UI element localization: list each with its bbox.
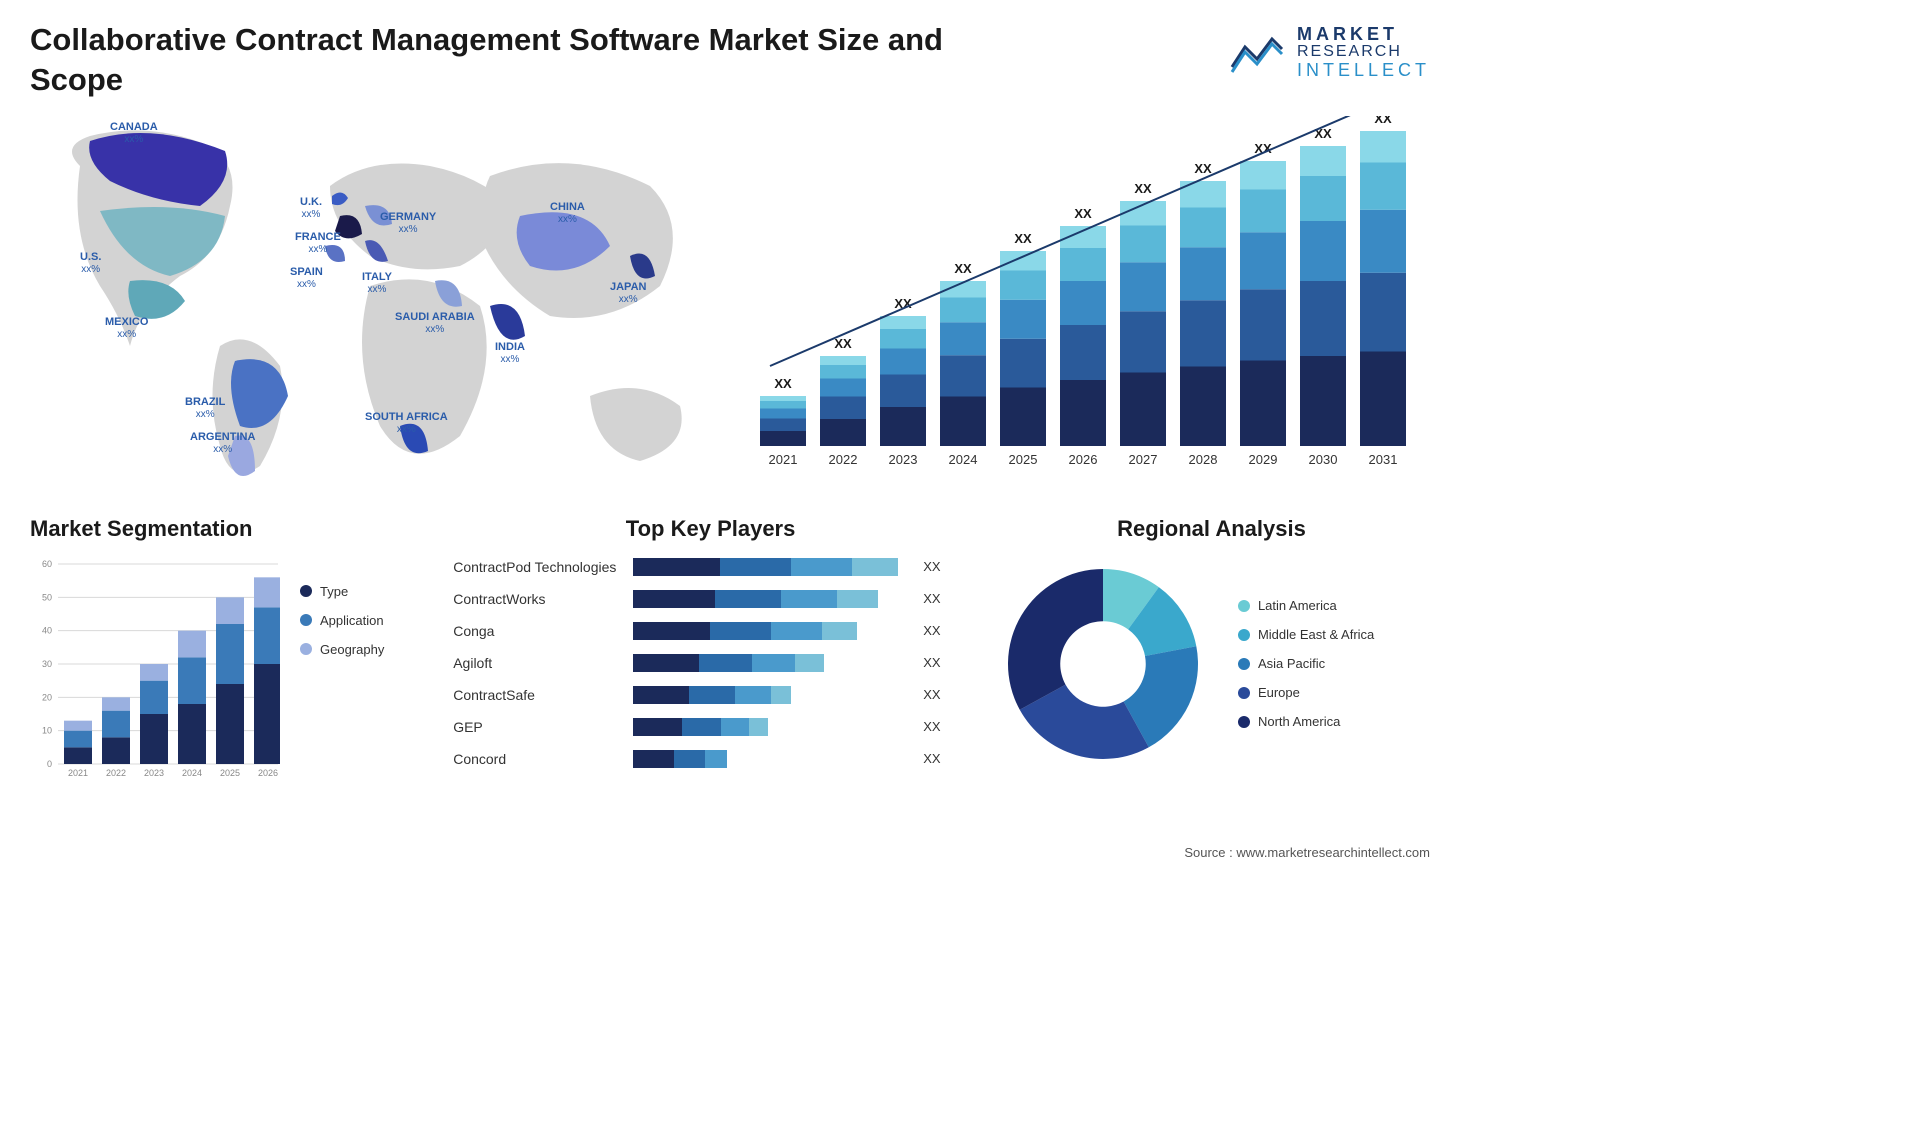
regional-title: Regional Analysis <box>993 516 1430 542</box>
svg-text:2026: 2026 <box>1069 452 1098 467</box>
logo-text-2: RESEARCH <box>1297 44 1430 61</box>
seg-legend-application: Application <box>300 613 384 628</box>
svg-text:0: 0 <box>47 759 52 769</box>
seg-legend-type: Type <box>300 584 384 599</box>
region-legend-north-america: North America <box>1238 714 1374 729</box>
svg-text:20: 20 <box>42 692 52 702</box>
map-label-india: INDIAxx% <box>495 341 525 365</box>
logo-text-1: MARKET <box>1297 25 1430 44</box>
map-label-saudi-arabia: SAUDI ARABIAxx% <box>395 311 475 335</box>
svg-text:40: 40 <box>42 625 52 635</box>
svg-text:XX: XX <box>1374 116 1392 126</box>
svg-text:60: 60 <box>42 559 52 569</box>
svg-text:2028: 2028 <box>1189 452 1218 467</box>
regional-section: Regional Analysis Latin America Middle Ea… <box>993 516 1430 784</box>
svg-text:XX: XX <box>1194 161 1212 176</box>
world-map: CANADAxx% U.S.xx% MEXICOxx% BRAZILxx% ARGENT… <box>30 116 710 496</box>
svg-text:2024: 2024 <box>949 452 978 467</box>
map-label-south-africa: SOUTH AFRICAxx% <box>365 411 448 435</box>
region-legend-europe: Europe <box>1238 685 1374 700</box>
svg-text:XX: XX <box>834 336 852 351</box>
svg-text:30: 30 <box>42 659 52 669</box>
svg-text:2027: 2027 <box>1129 452 1158 467</box>
svg-text:XX: XX <box>1014 231 1032 246</box>
source-attribution: Source : www.marketresearchintellect.com <box>1184 845 1430 860</box>
logo-icon <box>1227 27 1287 77</box>
map-label-u.s.: U.S.xx% <box>80 251 101 275</box>
svg-text:XX: XX <box>1134 181 1152 196</box>
region-legend-middle-east-africa: Middle East & Africa <box>1238 627 1374 642</box>
svg-text:2024: 2024 <box>182 768 202 778</box>
regional-legend: Latin America Middle East & Africa Asia Pa… <box>1238 598 1374 729</box>
player-row-conga: CongaXX <box>453 618 968 644</box>
svg-text:50: 50 <box>42 592 52 602</box>
map-label-brazil: BRAZILxx% <box>185 396 225 420</box>
map-label-france: FRANCExx% <box>295 231 341 255</box>
map-label-mexico: MEXICOxx% <box>105 316 148 340</box>
svg-text:2030: 2030 <box>1309 452 1338 467</box>
svg-text:2021: 2021 <box>68 768 88 778</box>
svg-text:2022: 2022 <box>829 452 858 467</box>
map-label-canada: CANADAxx% <box>110 121 158 145</box>
player-row-gep: GEPXX <box>453 714 968 740</box>
brand-logo: MARKET RESEARCH INTELLECT <box>1227 25 1430 80</box>
logo-text-3: INTELLECT <box>1297 61 1430 80</box>
svg-text:2022: 2022 <box>106 768 126 778</box>
svg-text:XX: XX <box>1314 126 1332 141</box>
svg-text:XX: XX <box>774 376 792 391</box>
svg-text:XX: XX <box>1074 206 1092 221</box>
svg-text:2029: 2029 <box>1249 452 1278 467</box>
svg-text:2023: 2023 <box>889 452 918 467</box>
map-label-spain: SPAINxx% <box>290 266 323 290</box>
player-row-concord: ConcordXX <box>453 746 968 772</box>
segmentation-legend: Type Application Geography <box>300 554 384 784</box>
svg-text:2021: 2021 <box>769 452 798 467</box>
svg-text:2025: 2025 <box>220 768 240 778</box>
map-label-japan: JAPANxx% <box>610 281 646 305</box>
players-section: Top Key Players ContractPod Technologies… <box>453 516 968 784</box>
svg-text:2025: 2025 <box>1009 452 1038 467</box>
map-label-china: CHINAxx% <box>550 201 585 225</box>
player-row-contractsafe: ContractSafeXX <box>453 682 968 708</box>
region-legend-latin-america: Latin America <box>1238 598 1374 613</box>
player-row-contractworks: ContractWorksXX <box>453 586 968 612</box>
map-label-italy: ITALYxx% <box>362 271 392 295</box>
player-row-agiloft: AgiloftXX <box>453 650 968 676</box>
map-label-u.k.: U.K.xx% <box>300 196 322 220</box>
region-legend-asia-pacific: Asia Pacific <box>1238 656 1374 671</box>
svg-text:2031: 2031 <box>1369 452 1398 467</box>
growth-bar-chart: XX 2021 XX 2022 XX 2023 XX 2024 XX 2025 XX 2026 XX 20… <box>740 116 1430 476</box>
segmentation-section: Market Segmentation 0 10 20 30 40 50 60 2021 202… <box>30 516 428 784</box>
svg-text:2023: 2023 <box>144 768 164 778</box>
map-label-argentina: ARGENTINAxx% <box>190 431 255 455</box>
players-title: Top Key Players <box>453 516 968 542</box>
map-label-germany: GERMANYxx% <box>380 211 436 235</box>
seg-legend-geography: Geography <box>300 642 384 657</box>
svg-text:XX: XX <box>954 261 972 276</box>
segmentation-title: Market Segmentation <box>30 516 428 542</box>
svg-text:2026: 2026 <box>258 768 278 778</box>
svg-text:10: 10 <box>42 725 52 735</box>
player-row-contractpod-technologies: ContractPod TechnologiesXX <box>453 554 968 580</box>
page-title: Collaborative Contract Management Softwa… <box>30 20 1030 101</box>
